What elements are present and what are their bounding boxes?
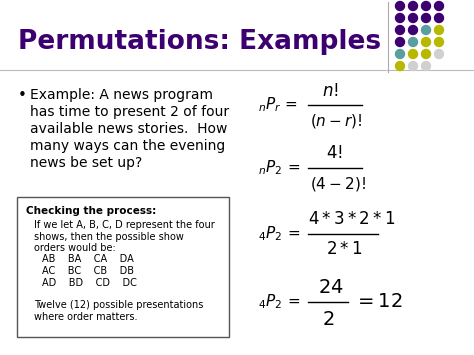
Text: $(4-2)!$: $(4-2)!$ <box>310 175 366 193</box>
Circle shape <box>409 38 418 47</box>
Text: $_{n}P_{2}\,=\,$: $_{n}P_{2}\,=\,$ <box>258 159 301 178</box>
Circle shape <box>421 61 430 71</box>
Text: $2*1$: $2*1$ <box>326 241 363 258</box>
Circle shape <box>435 38 444 47</box>
Text: $2$: $2$ <box>322 311 334 329</box>
Text: $_{n}P_{r}\,=\,$: $_{n}P_{r}\,=\,$ <box>258 95 298 114</box>
Circle shape <box>421 26 430 34</box>
Circle shape <box>409 49 418 59</box>
Circle shape <box>435 1 444 11</box>
Circle shape <box>421 13 430 22</box>
Circle shape <box>435 13 444 22</box>
Text: $=12$: $=12$ <box>354 293 403 311</box>
Text: •: • <box>18 88 27 103</box>
Text: available news stories.  How: available news stories. How <box>30 122 228 136</box>
Text: $_{4}P_{2}\,=\,$: $_{4}P_{2}\,=\,$ <box>258 293 301 311</box>
Text: $\mathit{(n-r)!}$: $\mathit{(n-r)!}$ <box>310 112 362 130</box>
Text: $24$: $24$ <box>318 279 344 297</box>
Circle shape <box>409 26 418 34</box>
Circle shape <box>395 13 404 22</box>
Circle shape <box>409 13 418 22</box>
Text: shows, then the possible show: shows, then the possible show <box>34 231 184 241</box>
Circle shape <box>421 38 430 47</box>
Text: has time to present 2 of four: has time to present 2 of four <box>30 105 229 119</box>
Circle shape <box>421 49 430 59</box>
Text: many ways can the evening: many ways can the evening <box>30 139 225 153</box>
FancyBboxPatch shape <box>17 197 229 337</box>
Circle shape <box>409 61 418 71</box>
Circle shape <box>395 1 404 11</box>
Text: $_{4}P_{2}\,=\,$: $_{4}P_{2}\,=\,$ <box>258 225 301 243</box>
Circle shape <box>395 26 404 34</box>
Text: Example: A news program: Example: A news program <box>30 88 213 102</box>
Circle shape <box>395 49 404 59</box>
Text: $4*3*2*1$: $4*3*2*1$ <box>308 212 395 229</box>
Circle shape <box>395 61 404 71</box>
Circle shape <box>421 1 430 11</box>
Text: If we let A, B, C, D represent the four: If we let A, B, C, D represent the four <box>34 220 215 230</box>
Circle shape <box>435 49 444 59</box>
Text: AC    BC    CB    DB: AC BC CB DB <box>42 266 134 276</box>
Text: $\mathit{n}!$: $\mathit{n}!$ <box>322 82 338 99</box>
Text: where order matters.: where order matters. <box>34 312 137 322</box>
Circle shape <box>409 1 418 11</box>
Text: AB    BA    CA    DA: AB BA CA DA <box>42 255 134 264</box>
Circle shape <box>395 38 404 47</box>
Text: $4!$: $4!$ <box>326 146 343 163</box>
Circle shape <box>435 26 444 34</box>
Text: orders would be:: orders would be: <box>34 243 116 253</box>
Text: Permutations: Examples: Permutations: Examples <box>18 29 381 55</box>
Text: news be set up?: news be set up? <box>30 156 142 170</box>
Text: AD    BD    CD    DC: AD BD CD DC <box>42 278 137 288</box>
Text: Checking the process:: Checking the process: <box>26 206 156 216</box>
Text: Twelve (12) possible presentations: Twelve (12) possible presentations <box>34 300 203 311</box>
